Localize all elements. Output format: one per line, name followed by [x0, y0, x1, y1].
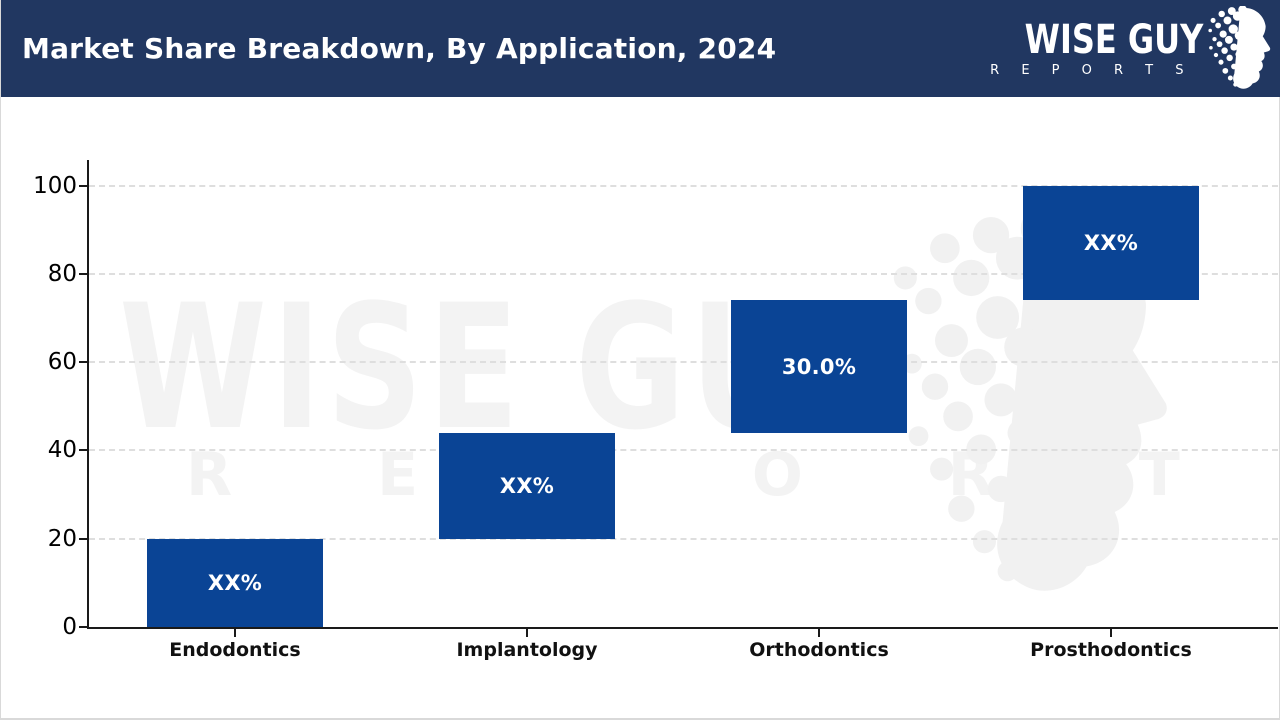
y-tick-mark-60: [79, 361, 88, 364]
category-label-endodontics: Endodontics: [169, 639, 301, 661]
y-axis: [87, 160, 89, 629]
y-tick-label-80: 80: [47, 260, 77, 287]
y-tick-label-20: 20: [47, 525, 77, 552]
gridline-60: [89, 361, 1278, 364]
gridline-100: [89, 184, 1278, 187]
logo-subtitle: R E P O R T S: [990, 62, 1193, 78]
bar-value-label: XX%: [1083, 230, 1139, 255]
x-tick-mark-3: [1110, 629, 1112, 637]
bar-prosthodontics: XX%: [1023, 185, 1199, 301]
logo-title: WISE GUY: [1024, 16, 1203, 63]
bar-value-label: XX%: [499, 473, 555, 498]
x-axis: [87, 627, 1278, 629]
bar-orthodontics: 30.0%: [731, 300, 907, 433]
y-tick-mark-20: [79, 537, 88, 540]
category-label-implantology: Implantology: [456, 639, 598, 661]
y-tick-label-60: 60: [47, 349, 77, 376]
y-tick-label-0: 0: [62, 614, 77, 640]
bar-value-label: XX%: [207, 570, 263, 595]
wise-guy-logo: WISE GUY R E P O R T S: [980, 0, 1275, 97]
gridline-40: [89, 449, 1278, 452]
y-tick-label-40: 40: [47, 437, 77, 464]
bar-value-label: 30.0%: [781, 354, 857, 379]
y-tick-label-100: 100: [33, 172, 77, 199]
x-tick-mark-2: [818, 629, 820, 637]
bar-endodontics: XX%: [147, 538, 323, 627]
x-tick-mark-0: [234, 629, 236, 637]
bar-implantology: XX%: [439, 432, 615, 539]
x-tick-mark-1: [526, 629, 528, 637]
dot-face-profile-icon: [1208, 6, 1271, 89]
header: Market Share Breakdown, By Application, …: [1, 0, 1280, 97]
gridline-20: [89, 537, 1278, 540]
logo-text: WISE GUY R E P O R T S: [980, 20, 1203, 78]
y-tick-mark-0: [79, 626, 88, 628]
y-tick-mark-100: [79, 184, 88, 187]
y-tick-mark-40: [79, 449, 88, 452]
category-label-orthodontics: Orthodontics: [749, 639, 889, 661]
gridline-80: [89, 272, 1278, 275]
y-tick-mark-80: [79, 272, 88, 275]
page-title: Market Share Breakdown, By Application, …: [22, 32, 777, 65]
category-label-prosthodontics: Prosthodontics: [1030, 639, 1192, 661]
